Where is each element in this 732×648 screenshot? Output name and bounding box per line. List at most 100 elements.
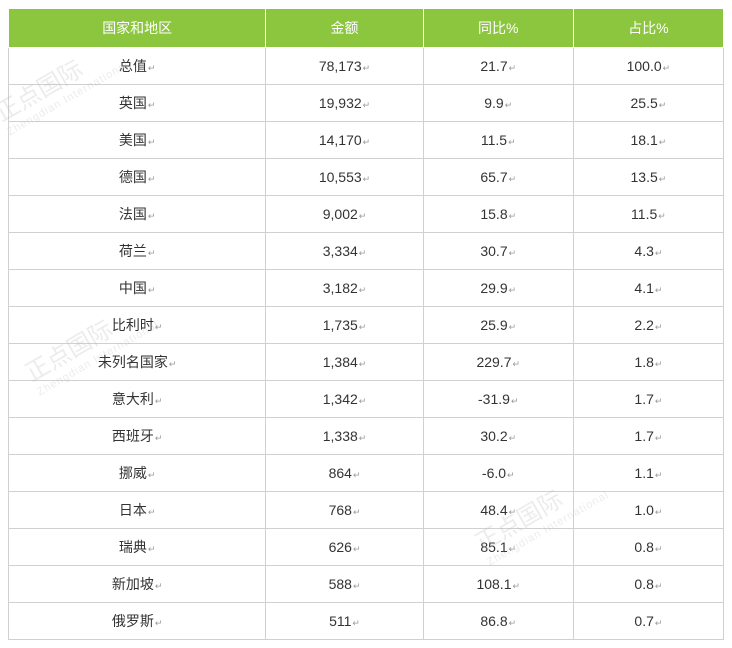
return-mark-icon: ↵ <box>655 544 663 554</box>
cell-yoy: 9.9↵ <box>423 85 573 122</box>
return-mark-icon: ↵ <box>509 544 517 554</box>
table-row: 比利时↵1,735↵25.9↵2.2↵ <box>9 307 724 344</box>
return-mark-icon: ↵ <box>655 248 663 258</box>
return-mark-icon: ↵ <box>363 100 371 110</box>
return-mark-icon: ↵ <box>505 100 513 110</box>
cell-yoy: 85.1↵ <box>423 529 573 566</box>
cell-yoy: 15.8↵ <box>423 196 573 233</box>
table-row: 挪威↵864↵-6.0↵1.1↵ <box>9 455 724 492</box>
return-mark-icon: ↵ <box>359 359 367 369</box>
return-mark-icon: ↵ <box>655 470 663 480</box>
cell-share: 1.7↵ <box>573 381 723 418</box>
cell-region: 日本↵ <box>9 492 266 529</box>
return-mark-icon: ↵ <box>509 248 517 258</box>
table-row: 俄罗斯↵511↵86.8↵0.7↵ <box>9 603 724 640</box>
cell-share: 100.0↵ <box>573 48 723 85</box>
cell-share: 4.1↵ <box>573 270 723 307</box>
return-mark-icon: ↵ <box>148 63 156 73</box>
table-row: 日本↵768↵48.4↵1.0↵ <box>9 492 724 529</box>
cell-amount: 768↵ <box>266 492 423 529</box>
return-mark-icon: ↵ <box>513 359 521 369</box>
cell-amount: 9,002↵ <box>266 196 423 233</box>
return-mark-icon: ↵ <box>352 618 360 628</box>
return-mark-icon: ↵ <box>663 63 671 73</box>
return-mark-icon: ↵ <box>655 618 663 628</box>
return-mark-icon: ↵ <box>659 174 667 184</box>
return-mark-icon: ↵ <box>508 137 516 147</box>
cell-region: 荷兰↵ <box>9 233 266 270</box>
return-mark-icon: ↵ <box>169 359 177 369</box>
return-mark-icon: ↵ <box>511 396 519 406</box>
cell-amount: 78,173↵ <box>266 48 423 85</box>
return-mark-icon: ↵ <box>148 285 156 295</box>
cell-amount: 511↵ <box>266 603 423 640</box>
cell-yoy: -31.9↵ <box>423 381 573 418</box>
return-mark-icon: ↵ <box>359 285 367 295</box>
cell-region: 俄罗斯↵ <box>9 603 266 640</box>
col-header-share: 占比% <box>573 9 723 48</box>
table-body: 总值↵78,173↵21.7↵100.0↵英国↵19,932↵9.9↵25.5↵… <box>9 48 724 640</box>
cell-share: 0.7↵ <box>573 603 723 640</box>
return-mark-icon: ↵ <box>509 63 517 73</box>
cell-region: 西班牙↵ <box>9 418 266 455</box>
return-mark-icon: ↵ <box>509 507 517 517</box>
cell-share: 2.2↵ <box>573 307 723 344</box>
cell-share: 18.1↵ <box>573 122 723 159</box>
cell-yoy: 65.7↵ <box>423 159 573 196</box>
return-mark-icon: ↵ <box>507 470 515 480</box>
cell-amount: 864↵ <box>266 455 423 492</box>
return-mark-icon: ↵ <box>655 396 663 406</box>
cell-amount: 626↵ <box>266 529 423 566</box>
cell-share: 25.5↵ <box>573 85 723 122</box>
return-mark-icon: ↵ <box>353 544 361 554</box>
return-mark-icon: ↵ <box>363 137 371 147</box>
cell-yoy: 29.9↵ <box>423 270 573 307</box>
return-mark-icon: ↵ <box>509 618 517 628</box>
return-mark-icon: ↵ <box>659 137 667 147</box>
cell-yoy: 229.7↵ <box>423 344 573 381</box>
return-mark-icon: ↵ <box>509 174 517 184</box>
cell-yoy: 30.2↵ <box>423 418 573 455</box>
return-mark-icon: ↵ <box>359 396 367 406</box>
return-mark-icon: ↵ <box>509 322 517 332</box>
cell-amount: 588↵ <box>266 566 423 603</box>
cell-amount: 1,384↵ <box>266 344 423 381</box>
return-mark-icon: ↵ <box>655 322 663 332</box>
return-mark-icon: ↵ <box>148 544 156 554</box>
cell-share: 4.3↵ <box>573 233 723 270</box>
cell-share: 13.5↵ <box>573 159 723 196</box>
cell-amount: 10,553↵ <box>266 159 423 196</box>
col-header-amount: 金额 <box>266 9 423 48</box>
cell-share: 1.1↵ <box>573 455 723 492</box>
cell-yoy: 86.8↵ <box>423 603 573 640</box>
table-row: 德国↵10,553↵65.7↵13.5↵ <box>9 159 724 196</box>
cell-amount: 1,338↵ <box>266 418 423 455</box>
return-mark-icon: ↵ <box>359 322 367 332</box>
cell-amount: 19,932↵ <box>266 85 423 122</box>
cell-region: 总值↵ <box>9 48 266 85</box>
table-row: 总值↵78,173↵21.7↵100.0↵ <box>9 48 724 85</box>
return-mark-icon: ↵ <box>155 322 163 332</box>
cell-region: 比利时↵ <box>9 307 266 344</box>
return-mark-icon: ↵ <box>363 63 371 73</box>
cell-share: 0.8↵ <box>573 529 723 566</box>
return-mark-icon: ↵ <box>359 433 367 443</box>
return-mark-icon: ↵ <box>148 174 156 184</box>
return-mark-icon: ↵ <box>509 211 517 221</box>
return-mark-icon: ↵ <box>509 285 517 295</box>
return-mark-icon: ↵ <box>155 396 163 406</box>
cell-region: 意大利↵ <box>9 381 266 418</box>
return-mark-icon: ↵ <box>148 470 156 480</box>
cell-region: 法国↵ <box>9 196 266 233</box>
cell-region: 德国↵ <box>9 159 266 196</box>
return-mark-icon: ↵ <box>148 248 156 258</box>
data-table: 国家和地区 金额 同比% 占比% 总值↵78,173↵21.7↵100.0↵英国… <box>8 8 724 640</box>
table-row: 瑞典↵626↵85.1↵0.8↵ <box>9 529 724 566</box>
return-mark-icon: ↵ <box>658 211 666 221</box>
cell-region: 未列名国家↵ <box>9 344 266 381</box>
cell-yoy: 30.7↵ <box>423 233 573 270</box>
cell-yoy: -6.0↵ <box>423 455 573 492</box>
return-mark-icon: ↵ <box>155 581 163 591</box>
cell-amount: 1,342↵ <box>266 381 423 418</box>
cell-yoy: 21.7↵ <box>423 48 573 85</box>
